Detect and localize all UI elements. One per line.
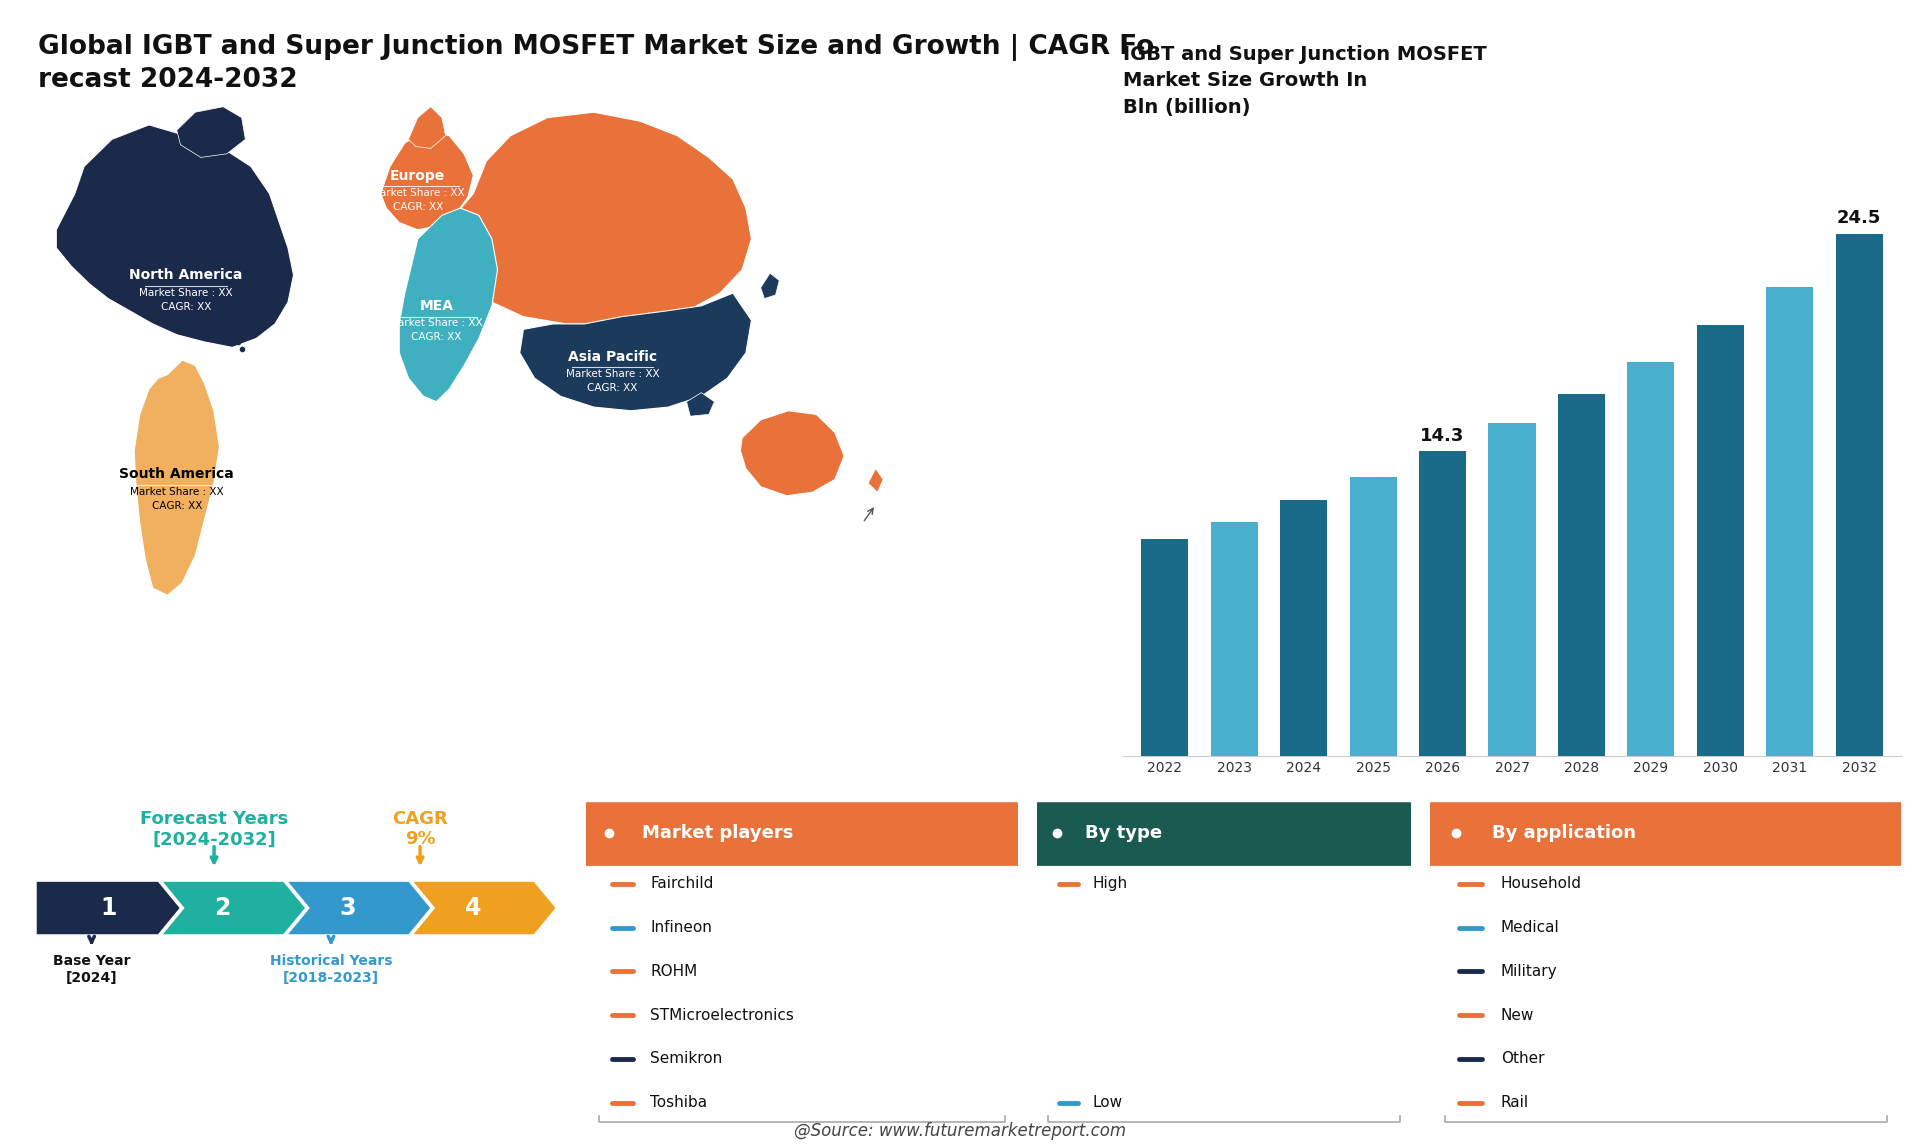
Text: 4: 4 (465, 896, 482, 920)
Bar (1212, 521, 1258, 756)
Polygon shape (399, 209, 497, 402)
Text: 9%: 9% (405, 830, 436, 848)
Bar (1419, 452, 1467, 756)
Polygon shape (409, 107, 445, 148)
Text: Low: Low (1092, 1096, 1123, 1110)
Polygon shape (687, 393, 714, 416)
Text: 24.5: 24.5 (1837, 210, 1882, 227)
Text: Market Share : XX
CAGR: XX: Market Share : XX CAGR: XX (371, 188, 465, 212)
Text: 1: 1 (100, 896, 117, 920)
Bar (1140, 539, 1188, 756)
Text: @Source: www.futuremarketreport.com: @Source: www.futuremarketreport.com (795, 1122, 1125, 1140)
Text: ROHM: ROHM (651, 964, 697, 979)
Text: Toshiba: Toshiba (651, 1096, 708, 1110)
Text: Forecast Years: Forecast Years (140, 810, 288, 829)
Polygon shape (453, 112, 751, 324)
Text: MEA: MEA (419, 299, 453, 313)
Text: Market Share : XX
CAGR: XX: Market Share : XX CAGR: XX (390, 319, 484, 343)
Text: By application: By application (1492, 824, 1636, 842)
Bar (1628, 362, 1674, 756)
Text: New: New (1501, 1007, 1534, 1022)
Text: Global IGBT and Super Junction MOSFET Market Size and Growth | CAGR Fo
recast 20: Global IGBT and Super Junction MOSFET Ma… (38, 34, 1154, 93)
Text: Military: Military (1501, 964, 1557, 979)
Polygon shape (161, 881, 305, 935)
Text: 3: 3 (340, 896, 355, 920)
Text: Infineon: Infineon (651, 920, 712, 935)
Text: Market Share : XX
CAGR: XX: Market Share : XX CAGR: XX (140, 288, 232, 312)
Text: [2024]: [2024] (65, 971, 117, 984)
Text: Fairchild: Fairchild (651, 877, 714, 892)
Polygon shape (520, 293, 751, 410)
Text: Europe: Europe (390, 168, 445, 182)
Polygon shape (380, 131, 474, 230)
Bar (1557, 393, 1605, 756)
Polygon shape (760, 273, 780, 299)
Polygon shape (36, 881, 180, 935)
FancyBboxPatch shape (1423, 856, 1908, 1130)
FancyBboxPatch shape (1031, 856, 1417, 1130)
Text: Household: Household (1501, 877, 1582, 892)
Text: By type: By type (1085, 824, 1164, 842)
Text: Rail: Rail (1501, 1096, 1528, 1110)
Text: Semikron: Semikron (651, 1051, 722, 1067)
Bar (1836, 234, 1884, 756)
FancyBboxPatch shape (1419, 802, 1912, 866)
Text: Base Year: Base Year (54, 953, 131, 967)
Text: Market Share : XX
CAGR: XX: Market Share : XX CAGR: XX (566, 369, 659, 393)
Polygon shape (134, 360, 219, 595)
FancyBboxPatch shape (1027, 802, 1421, 866)
Text: [2018-2023]: [2018-2023] (282, 971, 378, 984)
Text: Other: Other (1501, 1051, 1544, 1067)
Polygon shape (741, 410, 845, 496)
Text: 14.3: 14.3 (1421, 426, 1465, 445)
Polygon shape (56, 125, 294, 347)
Text: [2024-2032]: [2024-2032] (152, 830, 276, 848)
Text: STMicroelectronics: STMicroelectronics (651, 1007, 795, 1022)
Bar (1488, 424, 1536, 756)
Text: Historical Years: Historical Years (269, 953, 392, 967)
Bar (1350, 477, 1396, 756)
Text: South America: South America (119, 468, 234, 481)
Bar (1697, 325, 1743, 756)
FancyBboxPatch shape (580, 856, 1023, 1130)
Text: High: High (1092, 877, 1129, 892)
Text: Medical: Medical (1501, 920, 1559, 935)
Bar (1281, 501, 1327, 756)
Text: Market players: Market players (641, 824, 793, 842)
Text: CAGR: CAGR (392, 810, 447, 829)
Text: Market Share : XX
CAGR: XX: Market Share : XX CAGR: XX (131, 487, 223, 511)
Text: 2: 2 (215, 896, 230, 920)
Text: Asia Pacific: Asia Pacific (568, 350, 657, 363)
Text: IGBT and Super Junction MOSFET
Market Size Growth In
Bln (billion): IGBT and Super Junction MOSFET Market Si… (1123, 45, 1486, 117)
Polygon shape (411, 881, 557, 935)
Polygon shape (868, 469, 883, 492)
Text: North America: North America (129, 268, 242, 282)
FancyBboxPatch shape (574, 802, 1029, 866)
Polygon shape (286, 881, 432, 935)
Polygon shape (177, 107, 246, 157)
Bar (1766, 286, 1812, 756)
